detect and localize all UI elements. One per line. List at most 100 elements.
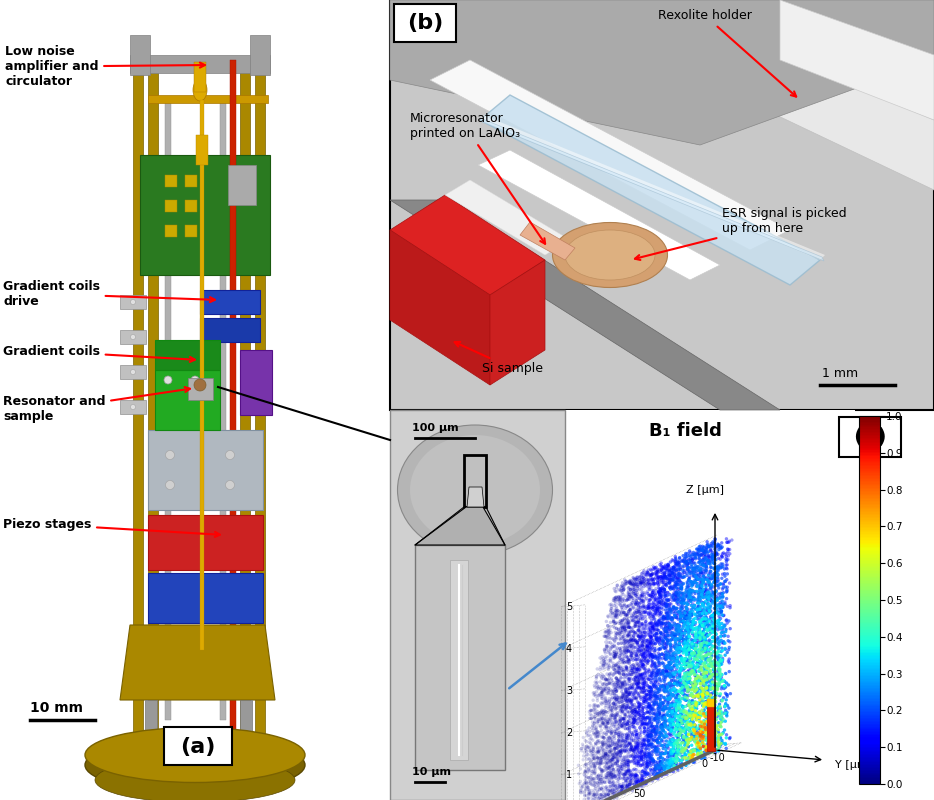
Point (632, 646, 647, 658)
Point (609, 701, 624, 714)
Point (644, 636, 658, 649)
Point (713, 666, 728, 678)
Point (719, 742, 734, 754)
Point (613, 628, 628, 641)
Point (618, 574, 633, 587)
Point (616, 630, 630, 643)
Point (612, 606, 627, 618)
Point (719, 731, 734, 744)
Bar (200, 290, 260, 314)
Point (595, 776, 610, 789)
Point (605, 762, 620, 774)
Point (627, 641, 642, 654)
Point (643, 766, 658, 779)
Point (668, 748, 683, 761)
Point (634, 586, 649, 599)
Point (633, 723, 648, 736)
Point (624, 578, 639, 591)
Point (686, 680, 700, 693)
Point (589, 677, 604, 690)
Point (616, 753, 631, 766)
Point (668, 722, 683, 735)
Point (630, 701, 644, 714)
Point (613, 615, 628, 628)
Point (637, 671, 652, 684)
Point (707, 562, 722, 575)
Point (688, 681, 703, 694)
Point (640, 760, 655, 773)
Point (693, 603, 708, 616)
Point (655, 680, 670, 693)
Point (578, 782, 593, 794)
Point (616, 641, 631, 654)
Point (578, 765, 593, 778)
Point (692, 550, 707, 562)
Point (655, 755, 670, 768)
Point (678, 624, 693, 637)
Point (683, 554, 698, 566)
Polygon shape (480, 95, 820, 285)
Point (700, 734, 715, 747)
Point (703, 651, 718, 664)
Point (697, 665, 712, 678)
Point (615, 784, 630, 797)
Point (639, 756, 654, 769)
Point (644, 670, 659, 682)
Point (681, 585, 696, 598)
Point (621, 604, 636, 617)
Point (623, 737, 638, 750)
Point (642, 639, 657, 652)
Point (702, 742, 717, 754)
Point (672, 667, 687, 680)
Point (691, 691, 706, 704)
Point (610, 579, 625, 592)
Point (714, 606, 729, 618)
Point (648, 615, 663, 628)
Point (631, 605, 646, 618)
Point (646, 561, 661, 574)
Point (586, 759, 601, 772)
Point (694, 618, 709, 630)
Point (704, 669, 719, 682)
Point (628, 750, 643, 762)
Point (661, 702, 676, 714)
Point (672, 574, 686, 587)
Point (609, 607, 624, 620)
Point (677, 672, 692, 685)
Text: (c): (c) (853, 427, 886, 447)
Point (687, 634, 702, 647)
Point (663, 749, 678, 762)
Point (654, 589, 669, 602)
Point (597, 726, 612, 739)
Point (692, 543, 707, 556)
Point (711, 735, 726, 748)
Point (691, 545, 706, 558)
Point (629, 671, 644, 684)
Point (654, 690, 669, 702)
Point (679, 590, 694, 602)
Point (606, 607, 621, 620)
Point (678, 626, 693, 639)
Point (696, 684, 711, 697)
Point (641, 666, 656, 679)
Point (700, 683, 715, 696)
Point (628, 703, 643, 716)
Point (628, 618, 643, 630)
Point (714, 645, 729, 658)
Point (678, 643, 693, 656)
Point (680, 578, 695, 590)
Text: (a): (a) (180, 737, 216, 757)
Point (599, 782, 614, 794)
Point (628, 620, 643, 633)
Point (711, 700, 726, 713)
Point (700, 640, 715, 653)
Point (653, 726, 668, 738)
Point (585, 704, 600, 717)
Point (618, 703, 633, 716)
Point (631, 673, 646, 686)
Point (671, 748, 686, 761)
Point (704, 706, 719, 718)
Point (578, 772, 593, 785)
Point (703, 689, 718, 702)
Point (595, 668, 610, 681)
